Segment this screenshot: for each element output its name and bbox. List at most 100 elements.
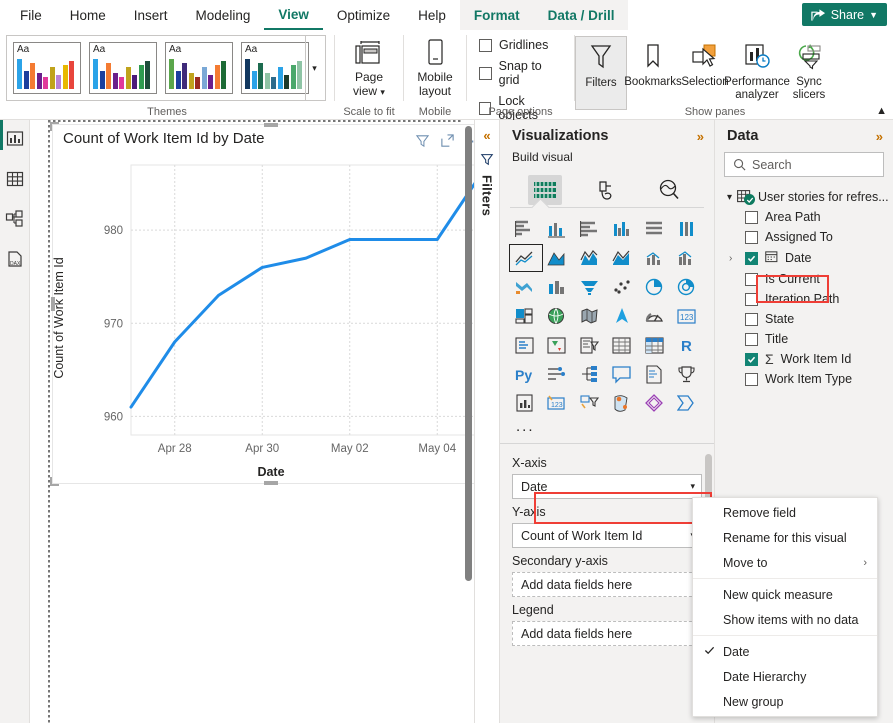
field-checkbox[interactable]	[745, 292, 758, 306]
menu-item-move-to[interactable]: Move to ›	[693, 550, 877, 575]
visual-type-stacked-area-chart[interactable]	[575, 245, 607, 271]
visual-type-clustered-column-chart[interactable]	[608, 216, 640, 242]
field-checkbox[interactable]	[745, 372, 758, 386]
field-checkbox[interactable]	[745, 312, 758, 326]
resize-handle-tl[interactable]	[50, 122, 59, 131]
resize-handle-top[interactable]	[264, 123, 278, 127]
visual-type-arcgis-maps[interactable]	[608, 390, 640, 416]
field-checkbox[interactable]	[745, 251, 758, 265]
report-canvas[interactable]: Count of Work Item Id by Date ⋯ Count of…	[30, 120, 474, 723]
data-field-is-current[interactable]: Is Current	[715, 269, 893, 289]
themes-gallery[interactable]: Aa Aa Aa Aa ▾	[6, 35, 326, 101]
visual-type-power-automate[interactable]	[575, 390, 607, 416]
visual-type-stacked-column-chart[interactable]	[543, 216, 575, 242]
well-field-x-axis[interactable]: Date ▾	[512, 474, 702, 499]
data-field-work-item-id[interactable]: Σ Work Item Id	[715, 349, 893, 369]
visual-type-donut-chart[interactable]	[673, 274, 705, 300]
tab-fields[interactable]	[528, 174, 562, 205]
chevron-down-icon[interactable]: ▾	[727, 191, 733, 203]
visual-type-treemap[interactable]	[510, 303, 542, 329]
visual-type-funnel-chart-alt[interactable]	[543, 274, 575, 300]
page-option-lock-objects[interactable]: Lock objects	[479, 94, 564, 122]
performance-analyzer-button[interactable]: Performance analyzer	[724, 36, 790, 110]
visual-type-line-and-stacked-column-chart[interactable]	[608, 245, 640, 271]
page-option-snap-to-grid[interactable]: Snap to grid	[479, 59, 564, 87]
data-field-work-item-type[interactable]: Work Item Type	[715, 369, 893, 389]
theme-swatch[interactable]: Aa	[89, 42, 157, 94]
visual-type-card[interactable]: 123	[673, 303, 705, 329]
checkbox[interactable]	[479, 38, 492, 52]
sidebar-item-table-view[interactable]	[4, 168, 26, 190]
visual-type-kpi[interactable]	[543, 332, 575, 358]
line-chart-visual[interactable]: Count of Work Item Id by Date ⋯ Count of…	[50, 122, 474, 486]
more-visuals-button[interactable]: ...	[516, 418, 535, 435]
visual-type-area-chart[interactable]	[543, 245, 575, 271]
menu-item-date[interactable]: Date	[693, 639, 877, 664]
chevron-right-icon[interactable]: ›	[729, 252, 733, 264]
resize-handle-bottom[interactable]	[264, 481, 278, 485]
mobile-layout-button[interactable]: Mobile layout	[404, 30, 466, 100]
sidebar-item-model-view[interactable]	[4, 208, 26, 230]
focus-mode-icon[interactable]	[440, 133, 455, 151]
visual-type-paginated-report[interactable]	[510, 390, 542, 416]
collapse-ribbon-button[interactable]: ▲	[876, 105, 887, 117]
share-button[interactable]: Share ▼	[801, 3, 887, 26]
filters-pane-collapsed[interactable]: « Filters	[474, 120, 500, 723]
visual-type-key-influencers[interactable]	[543, 361, 575, 387]
visual-type-gauge[interactable]	[640, 303, 672, 329]
visual-type-clustered-bar-chart[interactable]	[575, 216, 607, 242]
page-option-gridlines[interactable]: Gridlines	[479, 38, 564, 52]
field-checkbox[interactable]	[745, 352, 758, 366]
visual-type-metrics[interactable]	[673, 361, 705, 387]
sidebar-item-dax-query-view[interactable]: DAX	[4, 248, 26, 270]
data-field-assigned-to[interactable]: Assigned To	[715, 227, 893, 247]
menu-item-new-quick-measure[interactable]: New quick measure	[693, 582, 877, 607]
visual-type-table[interactable]	[608, 332, 640, 358]
visual-type-ribbon-chart[interactable]	[673, 245, 705, 271]
tab-analytics[interactable]	[652, 175, 686, 205]
ribbon-tab-file[interactable]: File	[20, 7, 42, 23]
ribbon-tab-help[interactable]: Help	[418, 7, 446, 23]
data-field-iteration-path[interactable]: Iteration Path	[715, 289, 893, 309]
visual-type-100-stacked-column-chart[interactable]	[673, 216, 705, 242]
visual-type-r-script-visual[interactable]: R	[673, 332, 705, 358]
visual-type-map[interactable]	[543, 303, 575, 329]
well-field-y-axis[interactable]: Count of Work Item Id▾	[512, 523, 702, 548]
checkbox[interactable]	[479, 66, 492, 80]
collapse-data-icon[interactable]: »	[875, 128, 883, 144]
well-dropzone-legend[interactable]: Add data fields here	[512, 621, 702, 646]
visual-type-matrix[interactable]	[640, 332, 672, 358]
visual-type-q-and-a[interactable]	[608, 361, 640, 387]
theme-swatch[interactable]: Aa	[241, 42, 309, 94]
ribbon-tab-view[interactable]: View	[264, 0, 323, 30]
ribbon-tab-insert[interactable]: Insert	[133, 7, 168, 23]
search-box[interactable]: Search	[724, 152, 884, 177]
well-dropzone-secondary-y-axis[interactable]: Add data fields here	[512, 572, 702, 597]
sync-slicers-button[interactable]: Sync slicers	[783, 36, 835, 110]
collapse-visualizations-icon[interactable]: »	[696, 128, 704, 144]
menu-item-remove-field[interactable]: Remove field	[693, 500, 877, 525]
visual-type-slicer[interactable]	[575, 332, 607, 358]
ribbon-tab-format[interactable]: Format	[459, 0, 534, 30]
menu-item-show-items-with-no-data[interactable]: Show items with no data	[693, 607, 877, 632]
visual-type-line-and-clustered-column-chart[interactable]	[640, 245, 672, 271]
selection-pane-button[interactable]: Selection	[679, 36, 731, 110]
visual-type-stacked-bar-chart[interactable]	[510, 216, 542, 242]
sidebar-item-report-view[interactable]	[4, 128, 26, 150]
field-context-menu[interactable]: Remove field Rename for this visual Move t…	[692, 497, 878, 717]
field-checkbox[interactable]	[745, 272, 758, 286]
data-field-date[interactable]: › Date	[715, 247, 893, 269]
visual-type-pie-chart[interactable]	[640, 274, 672, 300]
resize-handle-bl[interactable]	[50, 477, 59, 486]
visual-type-filled-map[interactable]	[575, 303, 607, 329]
field-checkbox[interactable]	[745, 332, 758, 346]
data-field-state[interactable]: State	[715, 309, 893, 329]
menu-item-new-group[interactable]: New group	[693, 689, 877, 714]
ribbon-tab-optimize[interactable]: Optimize	[336, 7, 391, 23]
chevron-down-icon[interactable]: ▾	[690, 481, 695, 491]
resize-handle-left[interactable]	[51, 297, 55, 311]
themes-more-button[interactable]: ▾	[305, 36, 323, 100]
visual-type-power-apps[interactable]: 123	[543, 390, 575, 416]
visual-type-decomposition-tree[interactable]	[575, 361, 607, 387]
data-field-title[interactable]: Title	[715, 329, 893, 349]
